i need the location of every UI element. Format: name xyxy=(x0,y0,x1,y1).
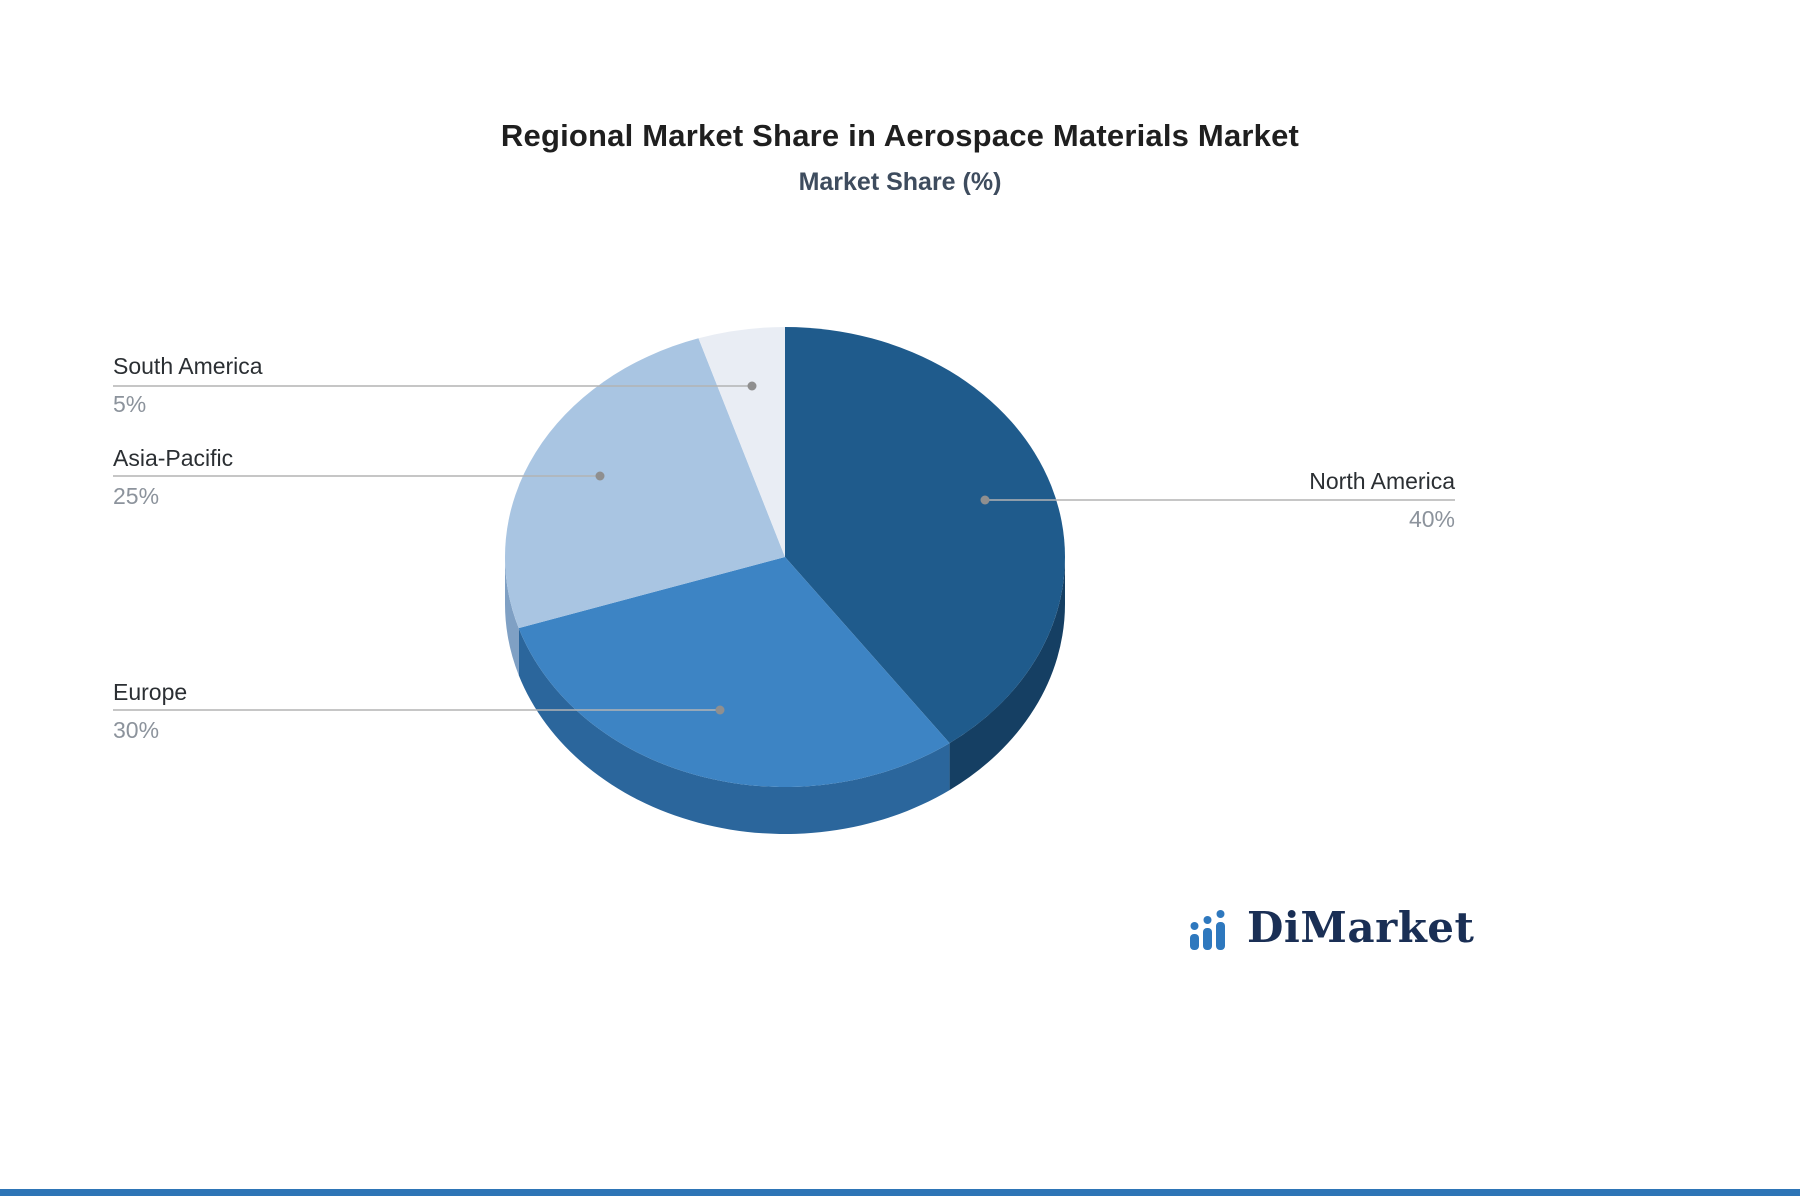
callout-label: North America xyxy=(1309,468,1455,494)
leader-dot-europe xyxy=(715,705,725,715)
logo-text: DiMarket xyxy=(1247,903,1475,952)
callout-north-america: North America 40% xyxy=(1309,467,1455,533)
pie-slice-south-america[interactable] xyxy=(698,327,785,557)
callout-value: 40% xyxy=(1408,506,1455,532)
callout-label: South America xyxy=(113,353,263,379)
callout-value: 5% xyxy=(113,391,147,417)
callout-label: Europe xyxy=(113,679,188,705)
bottom-accent-bar xyxy=(0,1189,1800,1196)
callout-label: Asia-Pacific xyxy=(113,445,234,471)
leader-dot-asia-pacific xyxy=(595,471,605,481)
callout-value: 25% xyxy=(113,483,160,509)
bar-chart-logo-icon xyxy=(1190,909,1225,950)
callout-asia-pacific: Asia-Pacific 25% xyxy=(113,444,233,510)
callout-south-america: South America 5% xyxy=(113,352,263,418)
pie-slice-side-asia-pacific xyxy=(505,557,519,676)
callout-europe: Europe 30% xyxy=(113,678,187,744)
leader-dot-south-america xyxy=(747,381,757,391)
pie-slice-side-north-america xyxy=(949,557,1065,791)
dimarket-logo: DiMarket xyxy=(1185,903,1474,952)
chart-subtitle: Market Share (%) xyxy=(798,168,1002,196)
pie-slice-europe[interactable] xyxy=(518,557,950,787)
pie-slice-side-europe xyxy=(518,628,950,834)
callout-value: 30% xyxy=(113,717,160,743)
chart-title: Regional Market Share in Aerospace Mater… xyxy=(500,118,1300,153)
pie-slice-asia-pacific[interactable] xyxy=(504,338,785,629)
leader-dot-north-america xyxy=(980,495,990,505)
pie-slice-north-america[interactable] xyxy=(785,327,1065,744)
